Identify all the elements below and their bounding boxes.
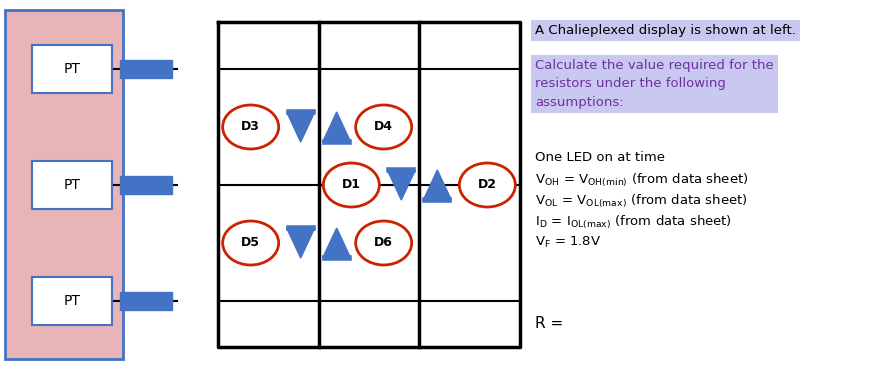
Ellipse shape (459, 163, 516, 207)
Text: D1: D1 (342, 179, 361, 192)
Text: V$_{\mathregular{OL}}$ = V$_{\mathregular{OL(max)}}$ (from data sheet): V$_{\mathregular{OL}}$ = V$_{\mathregula… (535, 193, 748, 210)
Text: Calculate the value required for the
resistors under the following
assumptions:: Calculate the value required for the res… (535, 59, 773, 109)
Text: V$_{\mathregular{F}}$ = 1.8V: V$_{\mathregular{F}}$ = 1.8V (535, 235, 601, 250)
Bar (120, 60, 172, 78)
Bar (120, 176, 172, 194)
Polygon shape (387, 170, 416, 200)
Polygon shape (323, 228, 351, 258)
Text: A Chalieplexed display is shown at left.: A Chalieplexed display is shown at left. (535, 24, 796, 37)
Text: PT: PT (64, 62, 81, 76)
Bar (32, 161, 112, 209)
Text: D3: D3 (241, 121, 260, 134)
Bar (120, 292, 172, 310)
Ellipse shape (355, 221, 412, 265)
Text: V$_{\mathregular{OH}}$ = V$_{\mathregular{OH(min)}}$ (from data sheet): V$_{\mathregular{OH}}$ = V$_{\mathregula… (535, 172, 749, 189)
Text: PT: PT (64, 294, 81, 308)
Text: I$_{\mathregular{D}}$ = I$_{\mathregular{OL(max)}}$ (from data sheet): I$_{\mathregular{D}}$ = I$_{\mathregular… (535, 214, 732, 231)
Bar (32, 277, 112, 325)
Text: One LED on at time: One LED on at time (535, 151, 665, 164)
Text: PT: PT (64, 178, 81, 192)
Text: D4: D4 (374, 121, 393, 134)
Polygon shape (424, 170, 451, 200)
Polygon shape (323, 112, 351, 142)
Text: R =: R = (535, 316, 563, 331)
Ellipse shape (355, 105, 412, 149)
Text: D5: D5 (241, 237, 260, 249)
Ellipse shape (222, 105, 279, 149)
Text: D6: D6 (374, 237, 393, 249)
Polygon shape (287, 112, 315, 142)
Bar (32, 45, 112, 93)
Text: D2: D2 (478, 179, 497, 192)
Ellipse shape (323, 163, 379, 207)
Bar (5, 10, 123, 359)
Polygon shape (287, 228, 315, 258)
Ellipse shape (222, 221, 279, 265)
